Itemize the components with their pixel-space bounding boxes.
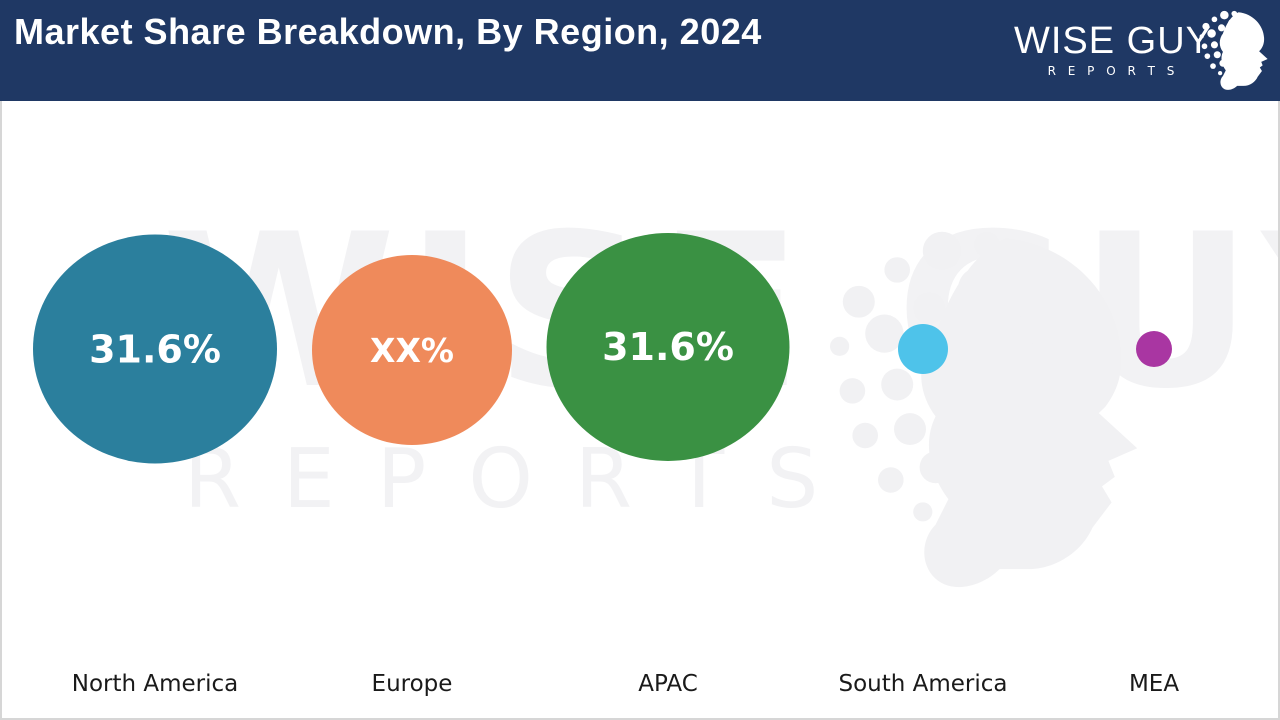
bubble-value-north-america: 31.6%: [89, 327, 221, 371]
wise-guy-logo: WISE GUY R E P O R T S: [1014, 4, 1274, 96]
page-title: Market Share Breakdown, By Region, 2024: [14, 11, 762, 52]
bubble-europe: XX%: [312, 255, 512, 445]
bubble-south-america: [898, 324, 948, 374]
bubble-value-apac: 31.6%: [602, 325, 734, 369]
logo-name: WISE GUY: [1013, 20, 1212, 63]
bubble-mea: [1136, 331, 1172, 367]
watermark-head-silhouette-icon: [830, 231, 1138, 588]
header-bar: Market Share Breakdown, By Region, 2024 …: [0, 0, 1280, 101]
logo-text: WISE GUY R E P O R T S: [1013, 20, 1212, 78]
bubble-value-europe: XX%: [370, 330, 454, 370]
region-label-south-america: South America: [838, 671, 1008, 697]
watermark-reports-text: R E P O R T S: [184, 432, 827, 527]
bubble-north-america: 31.6%: [33, 234, 277, 464]
logo-tagline: R E P O R T S: [1047, 63, 1179, 78]
region-label-apac: APAC: [638, 671, 698, 697]
bubble-apac: 31.6%: [546, 233, 790, 461]
head-silhouette-icon: [1199, 10, 1268, 90]
chart-area: WISE GUY R E P O R T S 31.6% XX% 31.6% N…: [0, 101, 1280, 720]
region-label-europe: Europe: [371, 671, 453, 697]
region-label-mea: MEA: [1128, 671, 1180, 697]
region-label-north-america: North America: [71, 671, 239, 697]
